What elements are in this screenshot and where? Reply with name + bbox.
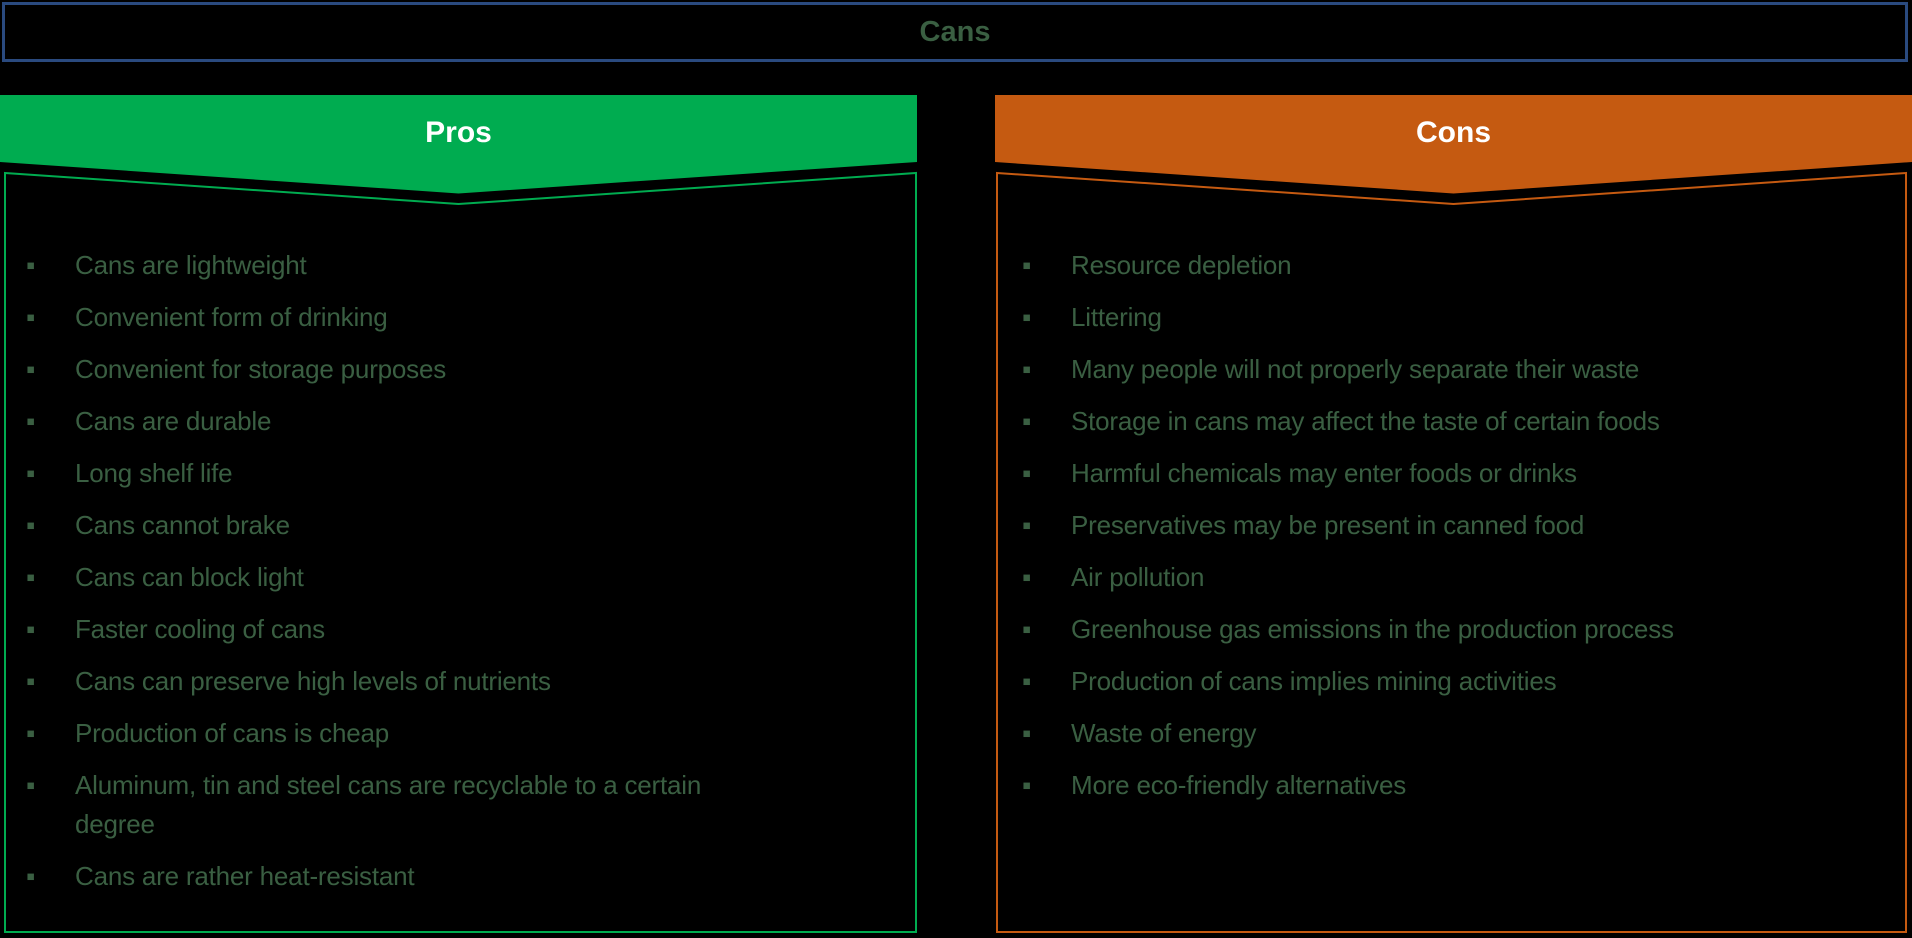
list-item: ▪ Resource depletion xyxy=(1022,246,1851,285)
square-bullet-icon: ▪ xyxy=(1022,250,1032,280)
list-item-text: Cans can preserve high levels of nutrien… xyxy=(75,666,551,696)
list-item-text: Production of cans implies mining activi… xyxy=(1071,666,1557,696)
list-item: ▪ Convenient for storage purposes xyxy=(26,350,755,389)
list-item-text: Air pollution xyxy=(1071,562,1205,592)
list-item-text: Cans can block light xyxy=(75,562,304,592)
cons-header-label: Cons xyxy=(1416,116,1491,149)
list-item-text: Waste of energy xyxy=(1071,718,1257,748)
list-item: ▪ Waste of energy xyxy=(1022,714,1851,753)
square-bullet-icon: ▪ xyxy=(26,302,36,332)
square-bullet-icon: ▪ xyxy=(26,458,36,488)
square-bullet-icon: ▪ xyxy=(26,666,36,696)
square-bullet-icon: ▪ xyxy=(1022,666,1032,696)
list-item: ▪ Long shelf life xyxy=(26,454,755,493)
list-item: ▪ Many people will not properly separate… xyxy=(1022,350,1851,389)
square-bullet-icon: ▪ xyxy=(26,250,36,280)
list-item: ▪ Greenhouse gas emissions in the produc… xyxy=(1022,610,1851,649)
square-bullet-icon: ▪ xyxy=(26,354,36,384)
list-item: ▪ Air pollution xyxy=(1022,558,1851,597)
list-item: ▪ Cans can block light xyxy=(26,558,755,597)
list-item-text: Many people will not properly separate t… xyxy=(1071,354,1640,384)
list-item-text: Production of cans is cheap xyxy=(75,718,390,748)
list-item-text: Storage in cans may affect the taste of … xyxy=(1071,406,1660,436)
pros-banner-shape xyxy=(0,95,917,194)
list-item: ▪ Cans are durable xyxy=(26,402,755,441)
square-bullet-icon: ▪ xyxy=(1022,718,1032,748)
page-title: Cans xyxy=(919,15,991,48)
pros-panel-graphics xyxy=(0,95,917,933)
list-item-text: Faster cooling of cans xyxy=(75,614,325,644)
list-item: ▪ Production of cans is cheap xyxy=(26,714,755,753)
list-item: ▪ Storage in cans may affect the taste o… xyxy=(1022,402,1851,441)
list-item-text: Convenient form of drinking xyxy=(75,302,388,332)
list-item-text: Resource depletion xyxy=(1071,250,1292,280)
square-bullet-icon: ▪ xyxy=(1022,302,1032,332)
square-bullet-icon: ▪ xyxy=(1022,770,1032,800)
list-item-text: Preservatives may be present in canned f… xyxy=(1071,510,1585,540)
square-bullet-icon: ▪ xyxy=(1022,406,1032,436)
list-item: ▪ Faster cooling of cans xyxy=(26,610,755,649)
pros-content-outline xyxy=(4,171,917,933)
list-item-text: Aluminum, tin and steel cans are recycla… xyxy=(75,770,702,839)
list-item: ▪ Cans are lightweight xyxy=(26,246,755,285)
list-item: ▪ Littering xyxy=(1022,298,1851,337)
list-item: ▪ Harmful chemicals may enter foods or d… xyxy=(1022,454,1851,493)
square-bullet-icon: ▪ xyxy=(26,510,36,540)
square-bullet-icon: ▪ xyxy=(26,770,36,800)
list-item: ▪ Convenient form of drinking xyxy=(26,298,755,337)
list-item-text: Cans are durable xyxy=(75,406,272,436)
pros-list: ▪ Cans are lightweight ▪ Convenient form… xyxy=(26,246,755,909)
list-item-text: Cans cannot brake xyxy=(75,510,290,540)
square-bullet-icon: ▪ xyxy=(1022,354,1032,384)
cons-panel-graphics xyxy=(995,95,1912,933)
square-bullet-icon: ▪ xyxy=(1022,458,1032,488)
square-bullet-icon: ▪ xyxy=(26,562,36,592)
list-item: ▪ Preservatives may be present in canned… xyxy=(1022,506,1851,545)
square-bullet-icon: ▪ xyxy=(26,861,36,891)
cons-panel: Cons ▪ Resource depletion ▪ Littering ▪ … xyxy=(995,95,1912,938)
cons-content-outline xyxy=(996,171,1907,933)
square-bullet-icon: ▪ xyxy=(26,614,36,644)
square-bullet-icon: ▪ xyxy=(1022,510,1032,540)
pros-header-label: Pros xyxy=(425,116,492,149)
list-item-text: Cans are lightweight xyxy=(75,250,307,280)
square-bullet-icon: ▪ xyxy=(1022,614,1032,644)
list-item-text: Greenhouse gas emissions in the producti… xyxy=(1071,614,1674,644)
list-item: ▪ Cans cannot brake xyxy=(26,506,755,545)
title-bar: Cans xyxy=(2,2,1908,62)
pros-panel: Pros ▪ Cans are lightweight ▪ Convenient… xyxy=(0,95,920,938)
square-bullet-icon: ▪ xyxy=(1022,562,1032,592)
list-item-text: Convenient for storage purposes xyxy=(75,354,447,384)
list-item: ▪ Cans can preserve high levels of nutri… xyxy=(26,662,755,701)
cons-banner-shape xyxy=(995,95,1912,194)
cons-list: ▪ Resource depletion ▪ Littering ▪ Many … xyxy=(1022,246,1851,818)
list-item-text: Harmful chemicals may enter foods or dri… xyxy=(1071,458,1577,488)
square-bullet-icon: ▪ xyxy=(26,406,36,436)
list-item: ▪ Cans are rather heat-resistant xyxy=(26,857,755,896)
list-item-text: Long shelf life xyxy=(75,458,233,488)
list-item-text: More eco-friendly alternatives xyxy=(1071,770,1407,800)
list-item: ▪ More eco-friendly alternatives xyxy=(1022,766,1851,805)
list-item-text: Littering xyxy=(1071,302,1162,332)
list-item-text: Cans are rather heat-resistant xyxy=(75,861,415,891)
list-item: ▪ Aluminum, tin and steel cans are recyc… xyxy=(26,766,755,844)
square-bullet-icon: ▪ xyxy=(26,718,36,748)
list-item: ▪ Production of cans implies mining acti… xyxy=(1022,662,1851,701)
